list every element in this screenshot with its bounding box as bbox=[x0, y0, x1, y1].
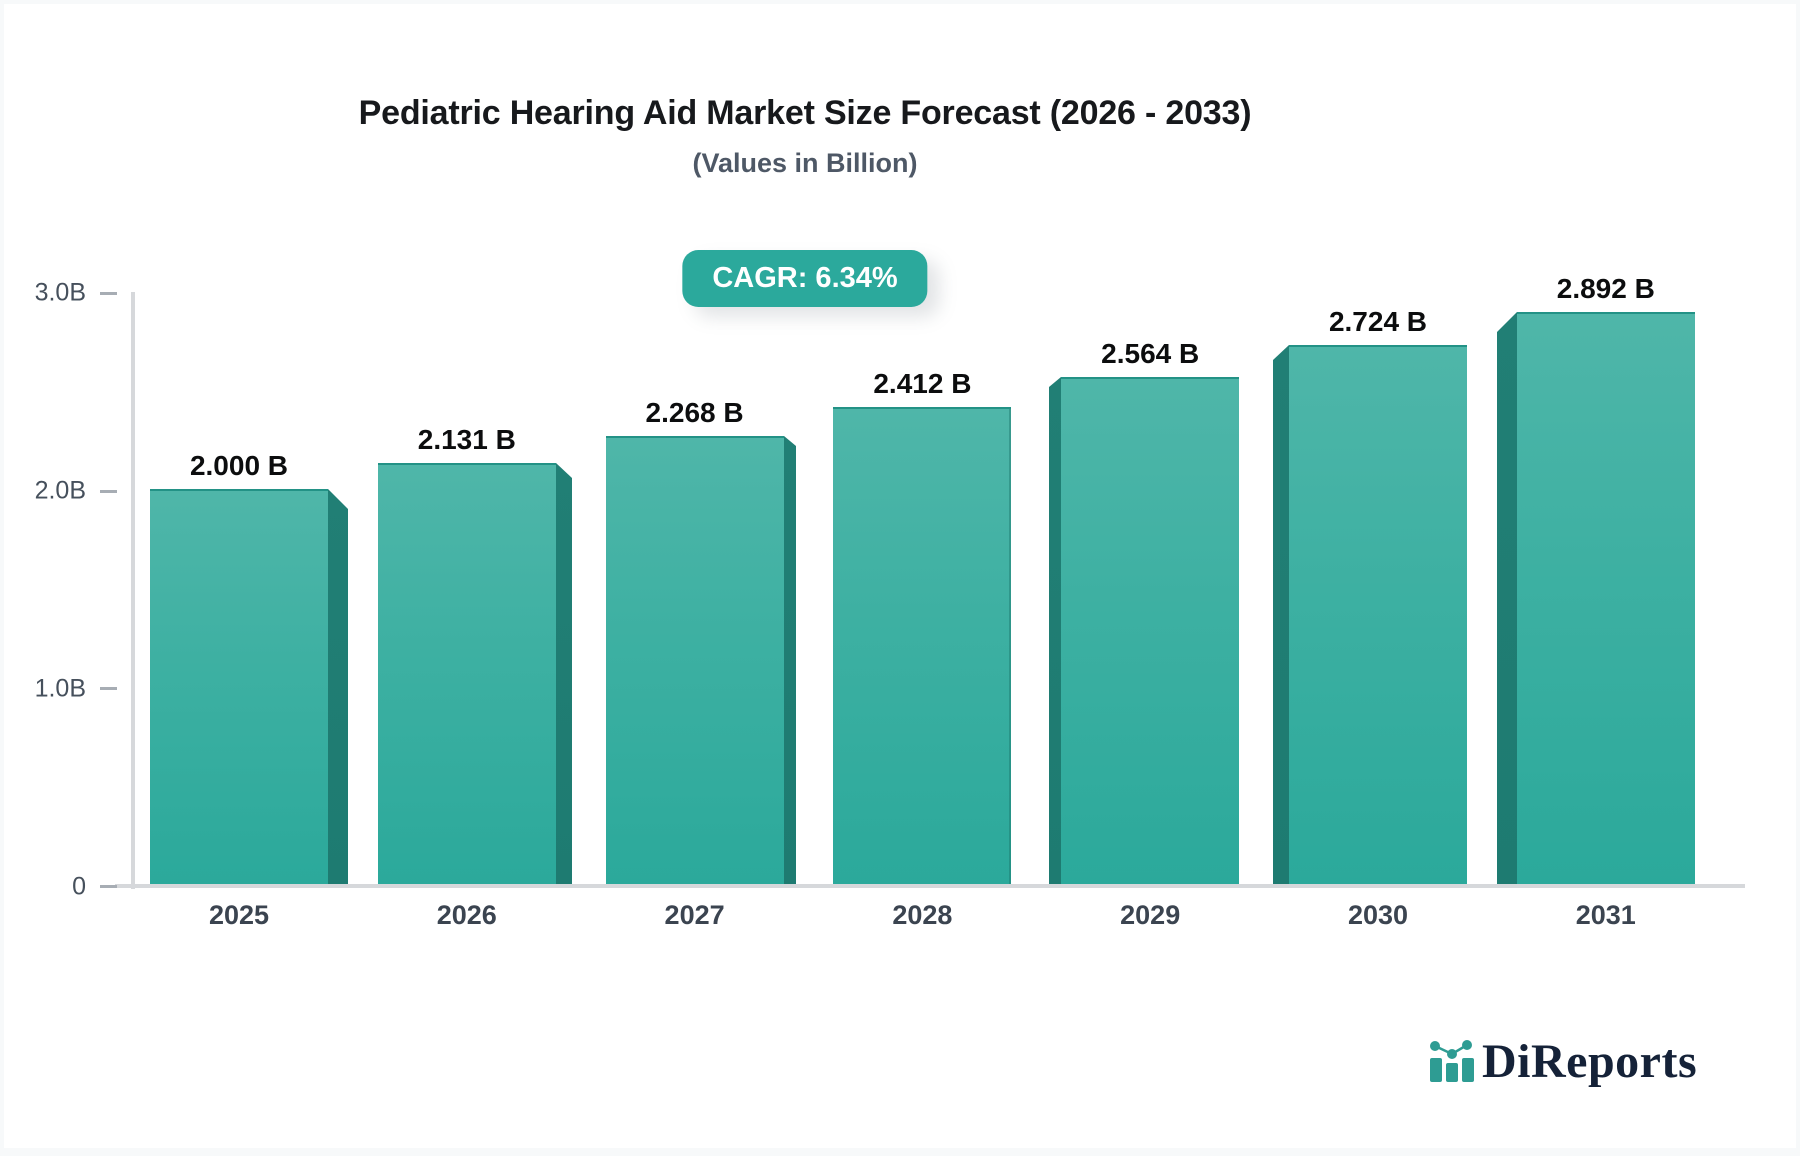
x-axis-label-2028: 2028 bbox=[892, 900, 953, 930]
x-axis-label-2027: 2027 bbox=[664, 900, 725, 930]
y-axis-tick bbox=[100, 687, 117, 691]
bar-value-label: 2.892 B bbox=[1556, 273, 1655, 304]
bar-3d-side-face bbox=[1497, 312, 1517, 884]
chart-title: Pediatric Hearing Aid Market Size Foreca… bbox=[358, 94, 1252, 132]
chart-subtitle: (Values in Billion) bbox=[692, 148, 918, 178]
x-axis-label-2031: 2031 bbox=[1575, 900, 1636, 930]
x-axis-label-2025: 2025 bbox=[208, 900, 270, 930]
y-axis-line bbox=[131, 292, 135, 889]
y-axis-tick-label: 3.0B bbox=[34, 278, 86, 307]
y-axis-tick bbox=[100, 489, 117, 493]
bar-3d-side-face bbox=[328, 489, 348, 884]
bar-2025 bbox=[150, 489, 328, 884]
x-axis-label-2026: 2026 bbox=[436, 900, 497, 930]
mini-bar-chart-trend-icon bbox=[1430, 1040, 1474, 1082]
y-axis-tick bbox=[100, 291, 117, 295]
y-axis-tick-label: 2.0B bbox=[34, 476, 86, 505]
x-axis-baseline bbox=[115, 884, 1745, 888]
bar-2028 bbox=[833, 407, 1011, 884]
bar-2026 bbox=[378, 463, 556, 884]
bar-2027 bbox=[606, 436, 784, 884]
y-axis-tick bbox=[100, 885, 117, 888]
bar-value-label: 2.724 B bbox=[1328, 306, 1428, 337]
y-axis-tick-label: 0 bbox=[72, 872, 86, 900]
y-axis-tick-label: 1.0B bbox=[34, 674, 86, 703]
bar-value-label: 2.412 B bbox=[873, 368, 972, 399]
bar-value-label: 2.564 B bbox=[1101, 338, 1200, 369]
bar-value-label: 2.131 B bbox=[417, 424, 516, 455]
bar-2030 bbox=[1289, 345, 1467, 884]
brand-logo: DiReports bbox=[1430, 1036, 1697, 1088]
bar-3d-side-face bbox=[1049, 377, 1061, 884]
bar-value-label: 2.268 B bbox=[645, 397, 744, 428]
x-axis-label-2030: 2030 bbox=[1347, 900, 1409, 930]
bar-value-label: 2.000 B bbox=[189, 450, 289, 481]
x-axis-label-2029: 2029 bbox=[1120, 900, 1181, 930]
bar-2031 bbox=[1517, 312, 1695, 884]
bar-3d-side-face bbox=[784, 436, 796, 884]
brand-logo-text: DiReports bbox=[1482, 1035, 1698, 1088]
bar-2029 bbox=[1061, 377, 1239, 884]
bar-3d-side-face bbox=[1273, 345, 1289, 884]
cagr-badge: CAGR: 6.34% bbox=[682, 250, 928, 307]
bar-3d-side-face bbox=[556, 463, 572, 884]
